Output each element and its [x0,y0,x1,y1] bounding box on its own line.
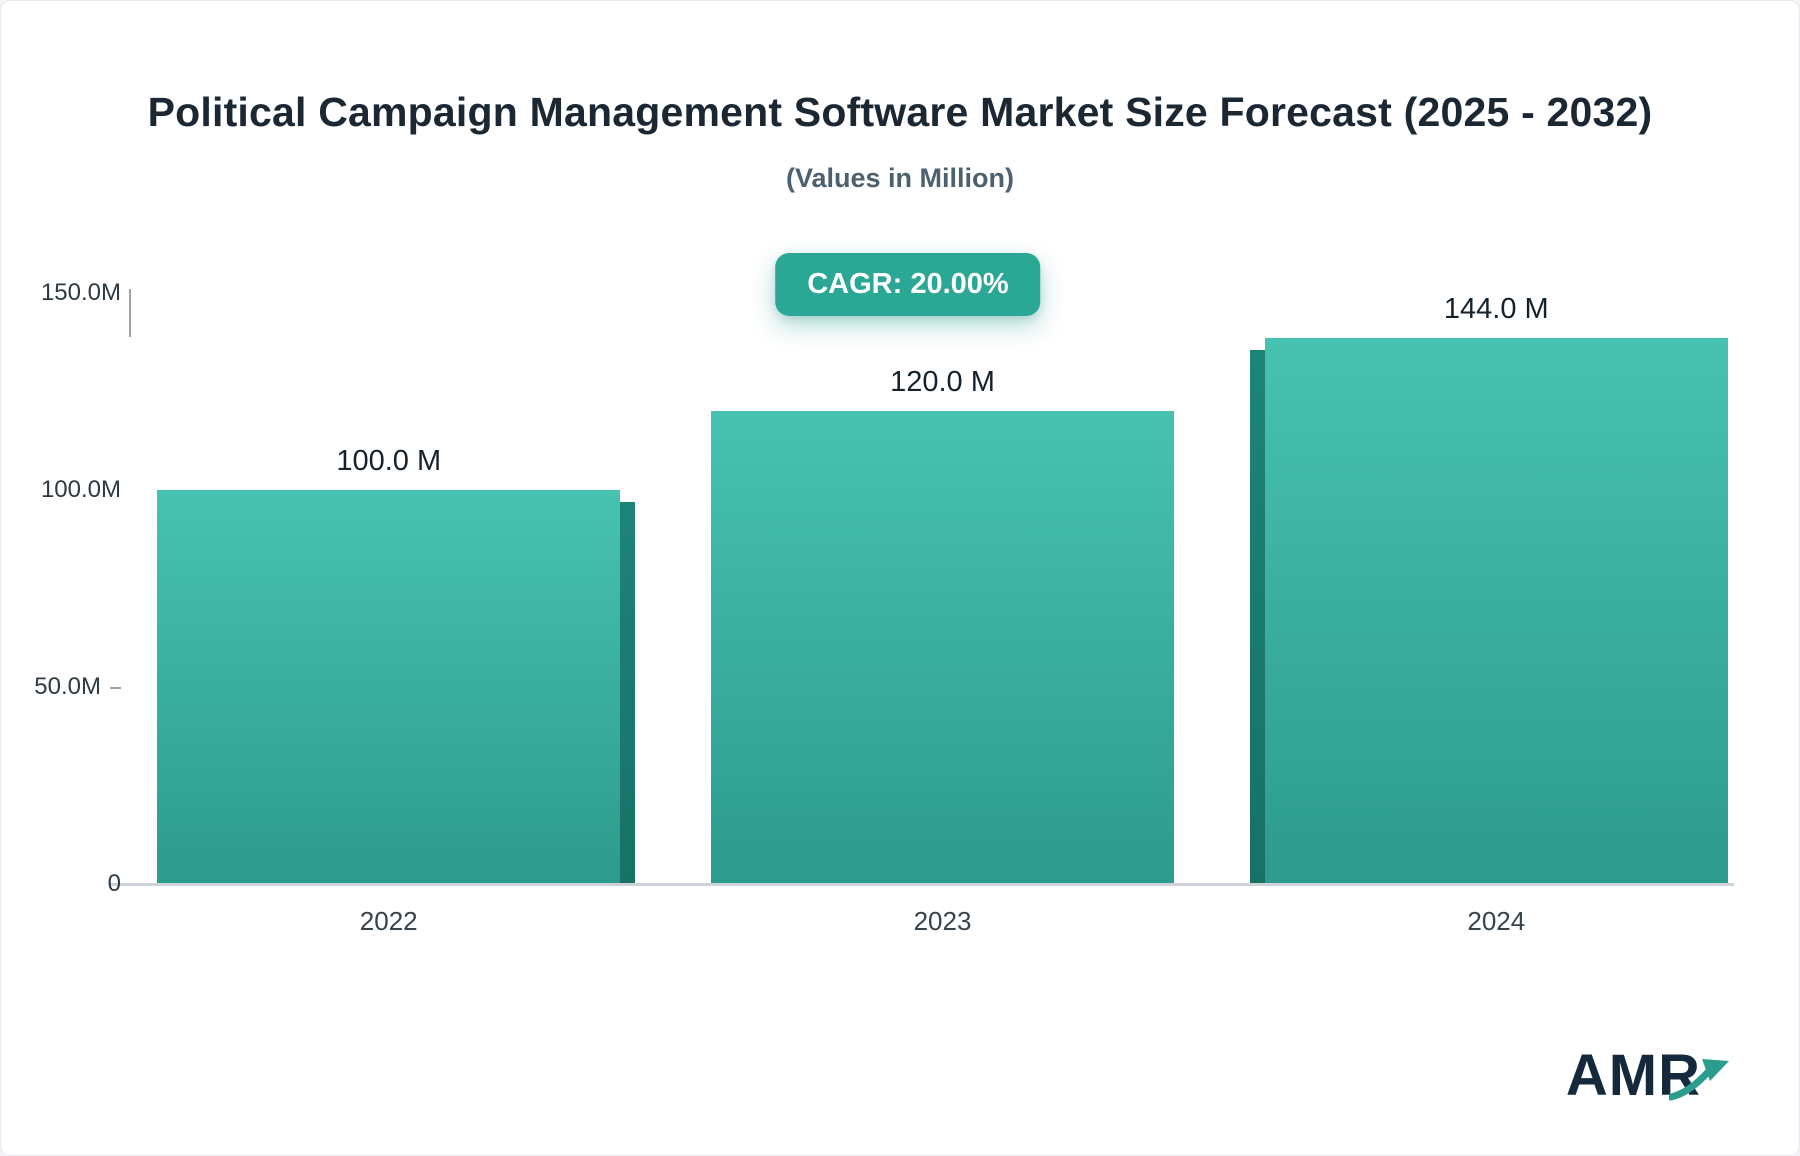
bar [1264,338,1728,884]
y-tick-label: 0 [107,870,121,897]
y-axis-line [129,289,131,337]
y-tick-label: 150.0M [40,279,121,306]
amr-logo: AMR [1566,1042,1729,1109]
bar-group: 100.0 M 2022 [157,293,636,936]
cagr-badge: CAGR: 20.00% [775,253,1041,316]
chart-title: Political Campaign Management Software M… [147,89,1653,135]
plot-area: 100.0 M 2022 120.0 M 2023 144.0 M 2024 [151,293,1734,936]
x-axis-label: 2022 [359,906,418,936]
growth-arrow-icon [1669,1059,1729,1101]
bar-chart: 100.0 M 2022 120.0 M 2023 144.0 M 2024 0 50.0M… [34,279,1734,936]
bar [157,490,621,884]
bar [710,411,1175,884]
x-axis-label: 2023 [913,906,972,936]
y-tick-mark [110,686,121,689]
bar-group: 120.0 M 2023 [710,293,1175,936]
y-tick-label: 100.0M [40,476,121,503]
bar-value-label: 144.0 M [1443,293,1549,325]
bar-value-label: 100.0 M [336,445,442,477]
bar-3d-side [620,502,636,884]
x-axis-line [109,883,1734,886]
bar-3d-side [1249,350,1265,884]
y-tick-label: 50.0M [34,673,121,701]
bar-group: 144.0 M 2024 [1249,293,1728,936]
bar-value-label: 120.0 M [890,366,995,399]
chart-subtitle: (Values in Million) [785,163,1015,193]
x-axis-label: 2024 [1467,906,1526,936]
